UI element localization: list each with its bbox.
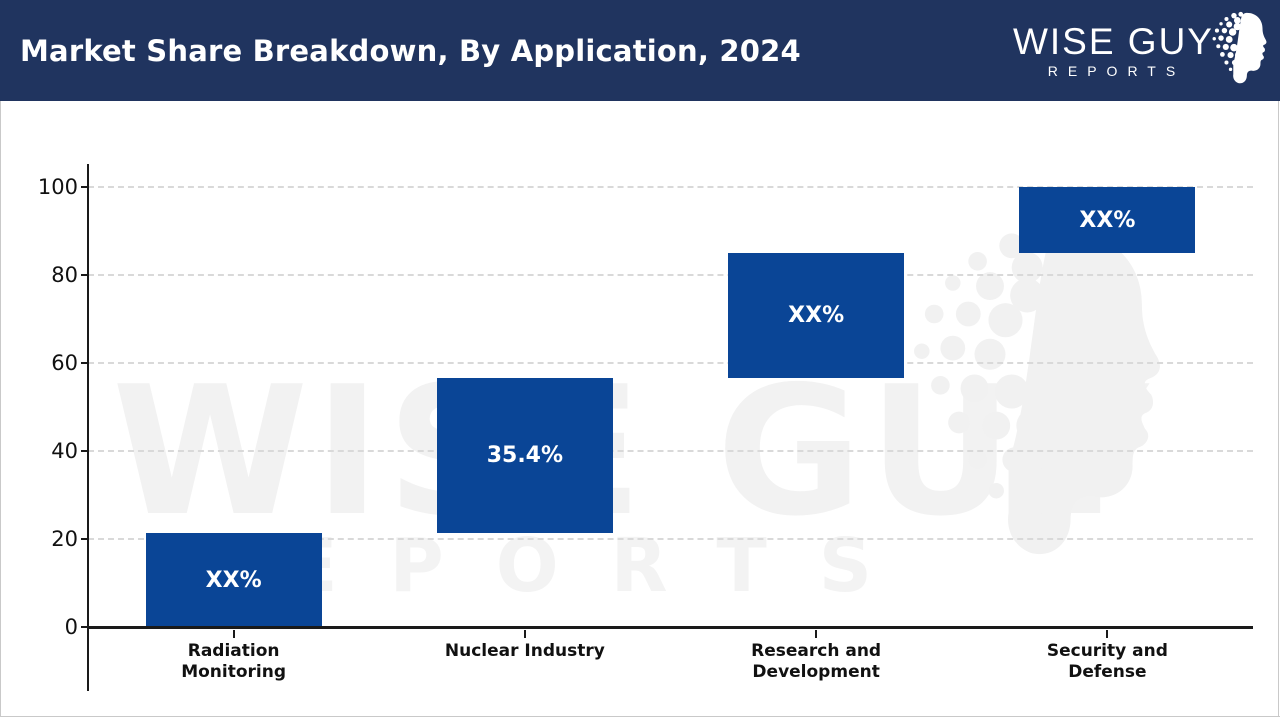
category-label-1: Radiation Monitoring: [181, 641, 287, 683]
y-tick-label-80: 80: [51, 263, 78, 287]
gridline-80: [88, 274, 1253, 276]
y-tick-mark-20: [81, 538, 87, 540]
y-tick-label-0: 0: [64, 615, 78, 639]
chart-area: WISE GUY REPORTS 0 20 40 60 80 100 XX% Radiatio…: [0, 101, 1280, 720]
bar-segment-4: XX%: [1019, 187, 1196, 253]
logo-head-icon: [1212, 11, 1267, 83]
y-tick-label-20: 20: [51, 527, 78, 551]
y-tick-mark-40: [81, 450, 87, 452]
y-tick-mark-0: [81, 626, 87, 628]
bar-value-label: XX%: [788, 302, 845, 328]
category-label-4: Security and Defense: [1046, 641, 1168, 683]
chart-title: Market Share Breakdown, By Application, …: [20, 33, 801, 68]
bar-segment-2: 35.4%: [436, 377, 613, 534]
y-tick-label-40: 40: [51, 439, 78, 463]
bar-value-label: XX%: [1079, 207, 1136, 233]
logo-wordmark-sub: REPORTS: [1047, 62, 1186, 79]
logo-wordmark: WISE GUY REPORTS: [1013, 23, 1214, 79]
x-tick-mark-3: [815, 630, 818, 638]
page-left-rule: [0, 101, 1, 717]
header: Market Share Breakdown, By Application, …: [0, 0, 1280, 101]
y-axis-line: [87, 164, 89, 691]
bar-segment-3: XX%: [728, 253, 905, 378]
brand-logo: WISE GUY REPORTS: [1013, 10, 1270, 92]
gridline-60: [88, 362, 1253, 364]
gridline-40: [88, 450, 1253, 452]
bar-segment-1: XX%: [145, 533, 322, 627]
y-tick-label-60: 60: [51, 351, 78, 375]
category-label-2: Nuclear Industry: [444, 641, 605, 661]
y-tick-mark-80: [81, 274, 87, 276]
y-tick-label-100: 100: [37, 175, 78, 199]
bar-value-label: 35.4%: [486, 442, 564, 468]
page-bottom-rule: [0, 716, 1280, 717]
y-tick-mark-100: [81, 186, 87, 188]
page-right-rule: [1278, 101, 1279, 717]
logo-wordmark-main: WISE GUY: [1012, 20, 1214, 62]
x-tick-mark-1: [232, 630, 235, 638]
bar-value-label: XX%: [205, 567, 262, 593]
category-label-3: Research and Development: [751, 641, 882, 683]
gridline-20: [88, 538, 1253, 540]
x-axis-line: [87, 626, 1253, 629]
gridline-100: [88, 186, 1253, 188]
x-tick-mark-4: [1106, 630, 1109, 638]
y-tick-mark-60: [81, 362, 87, 364]
x-tick-mark-2: [523, 630, 526, 638]
